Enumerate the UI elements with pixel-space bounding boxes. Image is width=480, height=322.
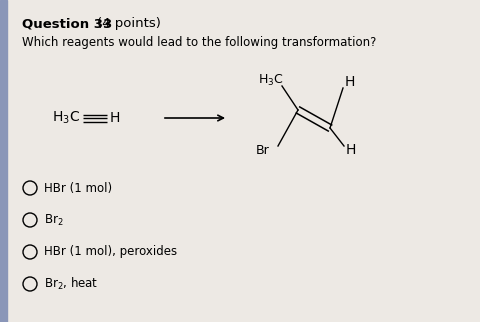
Text: H$_3$C: H$_3$C — [258, 72, 284, 88]
Text: H: H — [346, 143, 356, 157]
Text: H: H — [345, 75, 355, 89]
Text: Question 33: Question 33 — [22, 17, 112, 30]
Text: Br$_2$: Br$_2$ — [44, 213, 63, 228]
Text: Br: Br — [256, 144, 270, 156]
Text: H: H — [110, 111, 120, 125]
Text: Br$_2$, heat: Br$_2$, heat — [44, 276, 98, 292]
Text: (4 points): (4 points) — [97, 17, 161, 30]
Text: HBr (1 mol): HBr (1 mol) — [44, 182, 112, 194]
Text: Which reagents would lead to the following transformation?: Which reagents would lead to the followi… — [22, 36, 376, 49]
Text: HBr (1 mol), peroxides: HBr (1 mol), peroxides — [44, 245, 177, 259]
Text: H$_3$C: H$_3$C — [52, 110, 80, 126]
Bar — [0, 0, 7, 322]
